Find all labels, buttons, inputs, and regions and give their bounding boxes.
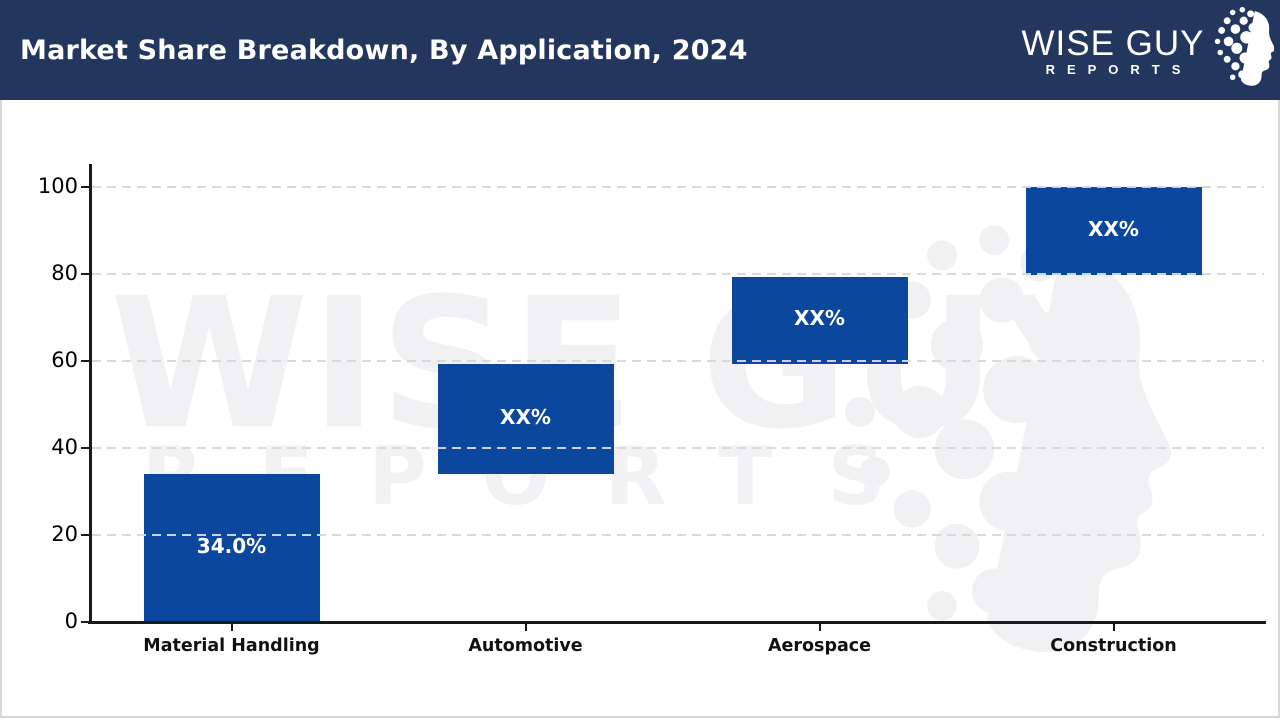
brand-logo: WISE GUY REPORTS xyxy=(1018,0,1274,100)
x-tick-3 xyxy=(818,623,821,631)
y-axis-line xyxy=(89,164,92,624)
bar-aerospace xyxy=(731,276,908,365)
bar-construction xyxy=(1025,187,1202,275)
gridline-80 xyxy=(92,273,1264,275)
x-tick-4 xyxy=(1112,623,1115,631)
logo-reports-text: REPORTS xyxy=(1045,62,1193,77)
y-tick-label-80: 80 xyxy=(51,261,78,285)
x-category-label: Automotive xyxy=(468,636,583,656)
y-tick-20 xyxy=(81,534,89,536)
x-category-label: Material Handling xyxy=(143,636,320,656)
y-tick-0 xyxy=(81,621,89,623)
page-title: Market Share Breakdown, By Application, … xyxy=(20,34,748,66)
y-tick-label-100: 100 xyxy=(37,174,78,198)
x-category-label: Aerospace xyxy=(767,636,872,656)
y-tick-80 xyxy=(81,273,89,275)
y-tick-label-60: 60 xyxy=(51,348,78,372)
bar-automotive xyxy=(437,364,614,475)
wiseguy-head-icon xyxy=(1214,6,1274,86)
y-tick-40 xyxy=(81,447,89,449)
y-tick-60 xyxy=(81,360,89,362)
x-tick-1 xyxy=(230,623,233,631)
bar-material-handling xyxy=(143,474,320,622)
header-bar: Market Share Breakdown, By Application, … xyxy=(0,0,1280,100)
gridline-100 xyxy=(92,186,1264,188)
y-tick-label-20: 20 xyxy=(51,522,78,546)
plot-area: 34.0% XX% XX% XX% 0 20 40 60 80 100 Material Hand… xyxy=(2,100,1278,716)
chart-canvas: WISE GUY REPORTS 34.0% XX% XX% XX% 0 20 40 60 8… xyxy=(0,100,1280,718)
logo-wiseguy-text: WISE GUY xyxy=(1021,24,1205,63)
bar-value-label: 34.0% xyxy=(196,534,267,559)
y-tick-100 xyxy=(81,186,89,188)
x-tick-2 xyxy=(524,623,527,631)
bar-value-label: XX% xyxy=(1088,216,1139,241)
gridline-40 xyxy=(92,447,1264,449)
y-tick-label-40: 40 xyxy=(51,435,78,459)
bar-value-label: XX% xyxy=(794,306,845,331)
gridline-60 xyxy=(92,360,1264,362)
gridline-20 xyxy=(92,534,1264,536)
bar-value-label: XX% xyxy=(500,405,551,430)
x-axis-line xyxy=(88,621,1266,624)
y-tick-label-0: 0 xyxy=(64,609,78,633)
x-category-label: Construction xyxy=(1050,636,1177,656)
